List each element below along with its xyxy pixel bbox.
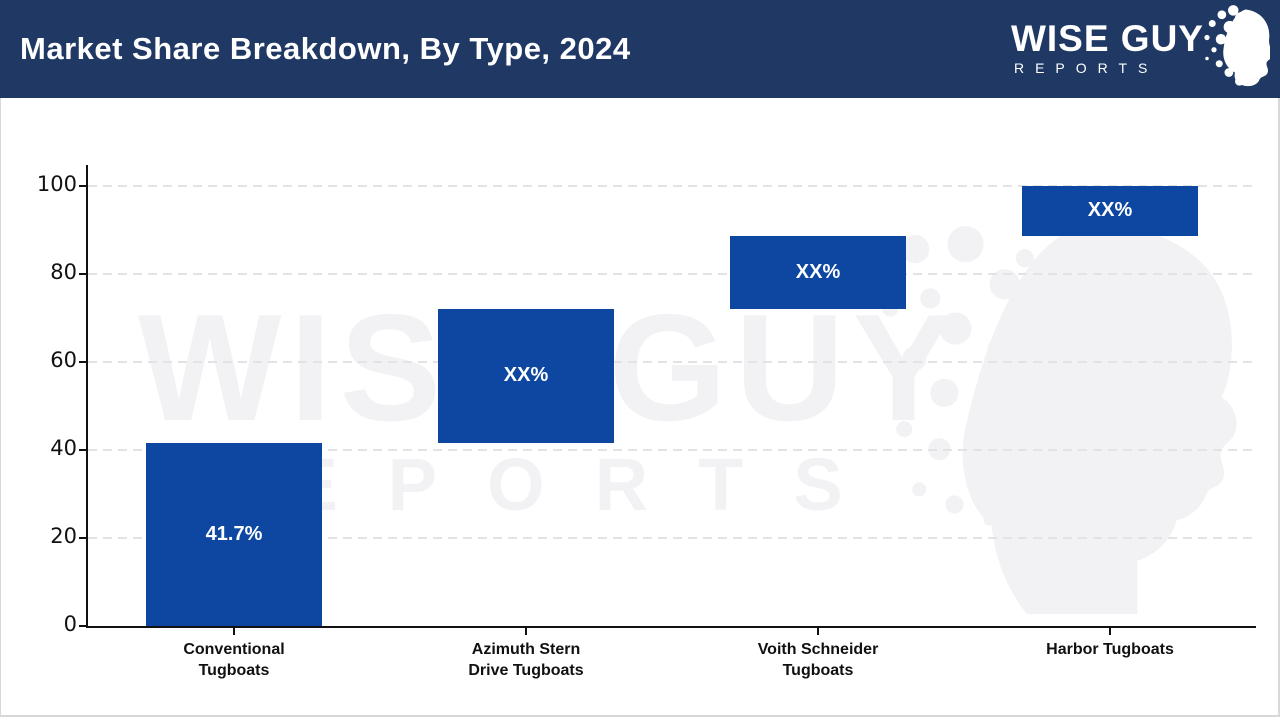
y-tick-mark [79, 537, 88, 539]
y-gridline [88, 361, 1256, 363]
x-tick-mark [233, 628, 235, 635]
x-category-label-line: Tugboats [198, 662, 270, 679]
x-category-label-line: Voith Schneider [757, 641, 879, 658]
x-axis-line [86, 626, 1256, 628]
page-border-right [1278, 98, 1280, 717]
bar-value-label: 41.7% [205, 522, 263, 545]
x-category-label: Azimuth Stern Drive Tugboats [380, 639, 672, 681]
page-border-left [0, 98, 1, 717]
x-category-label-line: Drive Tugboats [468, 662, 584, 679]
x-category-label: Harbor Tugboats [964, 639, 1256, 660]
page-border-bottom [0, 715, 1280, 717]
logo-brand-sub: REPORTS [1013, 59, 1159, 76]
x-category-label-line: Harbor Tugboats [1046, 641, 1174, 658]
watermark-head-icon [882, 226, 1237, 614]
y-gridline [88, 449, 1256, 451]
x-tick-mark [817, 628, 819, 635]
bar-value-label: XX% [1087, 199, 1133, 222]
y-tick-label: 20 [50, 524, 77, 548]
x-category-label-line: Tugboats [782, 662, 854, 679]
page-title: Market Share Breakdown, By Type, 2024 [20, 31, 631, 66]
waterfall-bar: XX% [438, 308, 614, 443]
x-tick-mark [525, 628, 527, 635]
y-tick-label: 0 [63, 612, 77, 636]
wiseguy-head-logo-icon [1204, 5, 1270, 87]
y-tick-label: 40 [50, 436, 77, 460]
y-tick-mark [79, 273, 88, 275]
wiseguy-logo-text: WISE GUY REPORTS [1010, 18, 1204, 76]
waterfall-bar: 41.7% [146, 442, 322, 626]
x-category-label-line: Conventional [183, 641, 285, 658]
logo-brand-name: WISE GUY [1010, 18, 1204, 60]
waterfall-bar: XX% [730, 235, 906, 309]
x-category-label-line: Azimuth Stern [471, 641, 581, 658]
bar-value-label: XX% [795, 260, 841, 283]
x-category-label: Voith Schneider Tugboats [672, 639, 964, 681]
wiseguy-logo: WISE GUY REPORTS [1011, 4, 1270, 92]
y-gridline [88, 273, 1256, 275]
bar-value-label: XX% [503, 364, 549, 387]
x-category-label: Conventional Tugboats [88, 639, 380, 681]
y-tick-label: 100 [36, 172, 77, 196]
y-tick-mark [79, 449, 88, 451]
y-tick-mark [79, 361, 88, 363]
y-gridline [88, 537, 1256, 539]
y-tick-label: 60 [50, 348, 77, 372]
y-tick-mark [79, 185, 88, 187]
x-tick-mark [1109, 628, 1111, 635]
y-gridline [88, 185, 1256, 187]
waterfall-bar: XX% [1022, 186, 1198, 236]
y-tick-mark [79, 625, 88, 627]
header-banner: Market Share Breakdown, By Type, 2024 WI… [0, 0, 1280, 98]
y-axis-line [86, 165, 88, 628]
y-tick-label: 80 [50, 260, 77, 284]
